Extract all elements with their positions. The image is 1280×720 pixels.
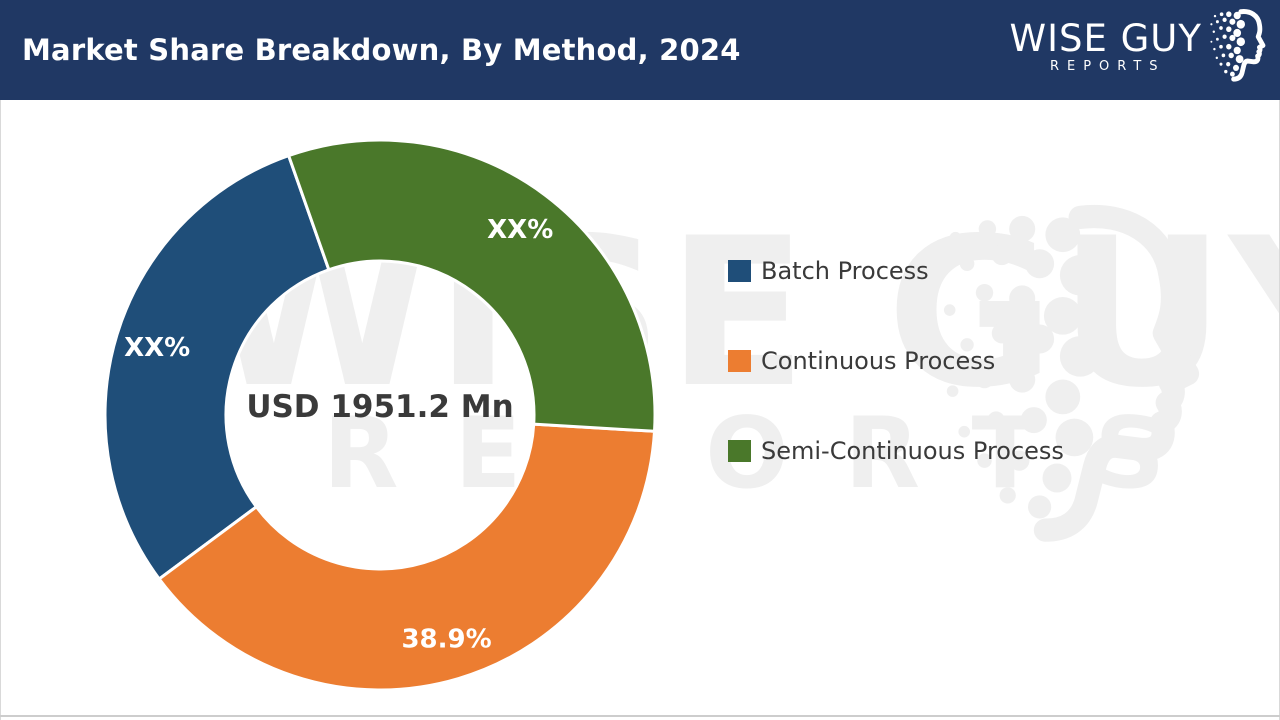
wedge-semi-continuous-process <box>287 138 657 433</box>
legend-item-batch-process: Batch Process <box>728 256 1064 286</box>
page-title: Market Share Breakdown, By Method, 2024 <box>22 33 741 67</box>
legend-label: Batch Process <box>761 257 929 285</box>
wedge-label-batch-process: XX% <box>124 333 190 363</box>
header: Market Share Breakdown, By Method, 2024 … <box>0 0 1280 100</box>
legend-swatch-icon <box>728 440 751 462</box>
wedge-batch-process <box>103 154 331 581</box>
wedge-label-continuous-process: 38.9% <box>401 624 491 654</box>
legend-swatch-icon <box>728 350 751 372</box>
legend-label: Continuous Process <box>761 347 996 375</box>
donut-chart: XX% 38.9% XX% <box>103 138 657 692</box>
legend-swatch-icon <box>728 260 751 282</box>
legend-item-semi-continuous-process: Semi-Continuous Process <box>728 436 1064 466</box>
legend-label: Semi-Continuous Process <box>761 437 1064 465</box>
wedge-continuous-process <box>157 422 657 692</box>
wise-guy-logo: WISE GUY REPORTS <box>1010 8 1266 86</box>
center-value: USD 1951.2 Mn <box>246 389 514 425</box>
logo-line2: REPORTS <box>1049 58 1166 74</box>
logo-wordmark: WISE GUY REPORTS <box>1009 17 1202 74</box>
legend: Batch Process Continuous Process Semi-Cont… <box>728 256 1064 526</box>
bottom-divider <box>0 715 1280 717</box>
logo-face-icon <box>1206 8 1266 86</box>
legend-item-continuous-process: Continuous Process <box>728 346 1064 376</box>
wedge-label-semi-continuous-process: XX% <box>487 215 553 245</box>
logo-line1: WISE GUY <box>1009 17 1202 61</box>
